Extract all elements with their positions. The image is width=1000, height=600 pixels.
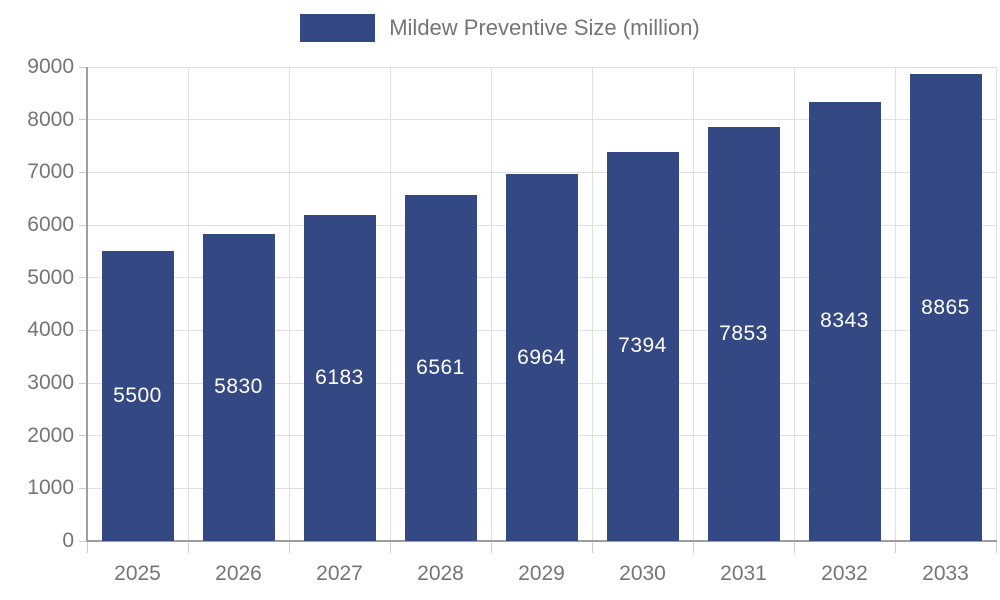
y-gridline [87, 119, 996, 121]
x-gridline [591, 67, 593, 541]
y-axis-label: 8000 [27, 107, 74, 131]
x-gridline [894, 67, 896, 541]
y-axis-label: 9000 [27, 55, 74, 78]
x-axis-tick [187, 541, 189, 553]
bar[interactable]: 5500 [101, 251, 174, 541]
bar-value-label: 7853 [719, 322, 768, 346]
bar-value-label: 8343 [820, 309, 869, 333]
x-axis-label: 2028 [417, 562, 464, 585]
bar-value-label: 8865 [921, 295, 970, 319]
x-axis-tick [389, 541, 391, 553]
x-axis-tick [995, 541, 997, 553]
y-axis-label: 4000 [27, 318, 74, 342]
y-axis-tick [79, 171, 87, 173]
bar[interactable]: 6964 [505, 174, 578, 541]
x-gridline [288, 67, 290, 541]
x-axis-tick [692, 541, 694, 553]
x-axis-tick [288, 541, 290, 553]
x-axis-label: 2025 [114, 562, 161, 585]
x-gridline [995, 67, 997, 541]
bar[interactable]: 7394 [606, 151, 679, 541]
x-axis-label: 2027 [316, 562, 363, 585]
y-axis-tick [79, 119, 87, 121]
x-axis-label: 2031 [720, 562, 767, 585]
y-axis-label: 7000 [27, 160, 74, 184]
x-gridline [692, 67, 694, 541]
x-gridline [793, 67, 795, 541]
bar[interactable]: 8343 [808, 101, 881, 541]
x-axis-line [86, 540, 997, 542]
y-axis-tick [79, 435, 87, 437]
y-axis-tick [79, 487, 87, 489]
bar-value-label: 5500 [113, 384, 162, 408]
y-axis-label: 6000 [27, 213, 74, 236]
bar-value-label: 6561 [416, 356, 465, 380]
legend-label: Mildew Preventive Size (million) [389, 15, 700, 40]
y-axis-label: 0 [62, 529, 74, 552]
x-gridline [490, 67, 492, 541]
bar[interactable]: 6561 [404, 195, 477, 541]
y-gridline [87, 66, 996, 68]
y-axis-line [86, 67, 88, 541]
x-axis-label: 2033 [922, 562, 969, 585]
x-axis-label: 2030 [619, 562, 666, 585]
x-axis-label: 2026 [215, 562, 262, 585]
x-axis-tick [490, 541, 492, 553]
y-axis-tick [79, 329, 87, 331]
y-axis-label: 3000 [27, 371, 74, 394]
legend-swatch-icon [300, 14, 376, 42]
x-gridline [389, 67, 391, 541]
y-axis-label: 1000 [27, 476, 74, 500]
y-gridline [87, 171, 996, 173]
bar[interactable]: 8865 [909, 74, 982, 541]
bar[interactable]: 6183 [303, 215, 376, 541]
y-axis-tick [79, 66, 87, 68]
x-axis-tick [894, 541, 896, 553]
y-axis-tick [79, 277, 87, 279]
y-axis-tick [79, 540, 87, 542]
bar-value-label: 7394 [618, 334, 667, 358]
bar[interactable]: 7853 [707, 127, 780, 541]
x-axis-label: 2029 [518, 562, 565, 585]
x-axis-label: 2032 [821, 562, 868, 585]
bar-value-label: 6964 [517, 345, 566, 369]
legend-item[interactable]: Mildew Preventive Size (million) [0, 14, 1000, 42]
bar-value-label: 5830 [214, 375, 263, 399]
y-axis-tick [79, 224, 87, 226]
x-gridline [187, 67, 189, 541]
x-axis-tick [793, 541, 795, 553]
y-axis-label: 2000 [27, 423, 74, 447]
bar-value-label: 6183 [315, 366, 364, 390]
bar[interactable]: 5830 [202, 233, 275, 541]
x-axis-tick [591, 541, 593, 553]
x-axis-tick [86, 541, 88, 553]
y-axis-tick [79, 382, 87, 384]
y-axis-label: 5000 [27, 265, 74, 289]
